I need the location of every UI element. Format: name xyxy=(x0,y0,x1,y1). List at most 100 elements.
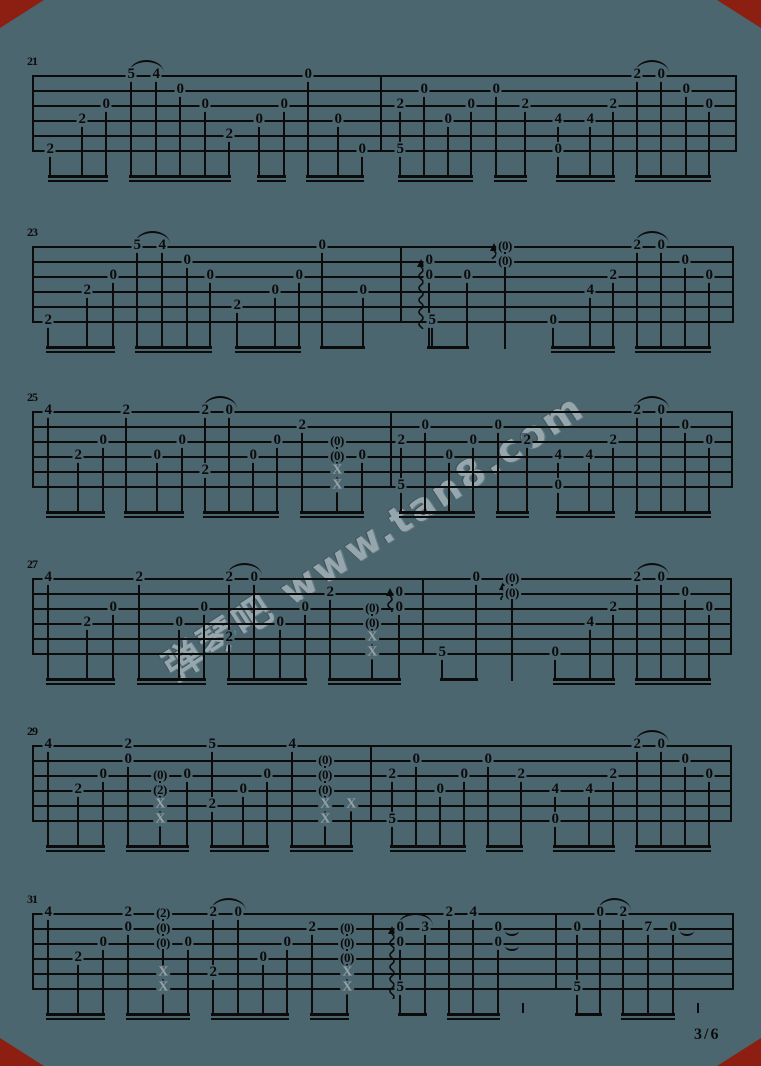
fret-number: 0 xyxy=(232,903,244,920)
wavy-line-icon xyxy=(418,267,424,329)
let-ring-curl xyxy=(680,926,694,936)
fret-number: 2 xyxy=(631,65,643,82)
beam xyxy=(203,511,279,514)
fret-number: (0) xyxy=(154,919,172,935)
note-stem xyxy=(286,949,288,1016)
barline xyxy=(370,745,372,822)
note-stem xyxy=(228,141,230,178)
tie-arc xyxy=(635,396,669,409)
note-stem xyxy=(399,934,401,1016)
note-stem xyxy=(130,81,132,178)
note-stem xyxy=(463,781,465,848)
fret-number: 0 xyxy=(467,431,479,448)
beam-secondary xyxy=(129,180,231,182)
tie-arc xyxy=(129,60,164,73)
beam-secondary xyxy=(398,180,473,182)
note-stem xyxy=(276,447,278,514)
note-stem xyxy=(204,111,206,178)
fret-number: 2 xyxy=(207,963,219,980)
note-stem xyxy=(77,964,79,1016)
fret-number: 0 xyxy=(410,750,422,767)
beam xyxy=(635,678,711,681)
note-stem xyxy=(252,462,254,514)
note-stem xyxy=(49,156,51,178)
note-stem xyxy=(102,781,104,848)
note-stem xyxy=(612,447,614,514)
fret-number: 2 xyxy=(72,446,84,463)
beam xyxy=(427,346,469,349)
beam xyxy=(46,845,105,848)
fret-number: (0) xyxy=(338,949,356,965)
fret-number: 0 xyxy=(423,266,435,283)
fret-number: 0 xyxy=(461,266,473,283)
fret-number: 0 xyxy=(492,933,504,950)
note-stem xyxy=(127,751,129,848)
fret-number: 0 xyxy=(394,933,406,950)
arrowhead-icon xyxy=(417,259,425,267)
beam xyxy=(496,511,529,514)
note-stem xyxy=(242,796,244,848)
measure-number: 25 xyxy=(27,390,38,404)
note-stem xyxy=(622,919,624,1016)
arrowhead-icon xyxy=(499,582,507,590)
corner-triangle-bottom-right xyxy=(717,1038,761,1066)
fret-number: 0 xyxy=(281,933,293,950)
fret-number: 5 xyxy=(125,65,137,82)
beam-secondary xyxy=(635,180,711,182)
beam-secondary xyxy=(553,850,615,852)
staff-line xyxy=(32,973,734,975)
fret-number: 5 xyxy=(206,735,218,752)
dead-note: X xyxy=(156,979,170,995)
note-stem xyxy=(660,751,662,848)
staff-line xyxy=(32,653,732,655)
note-stem xyxy=(47,417,49,514)
let-ring-curl xyxy=(505,941,519,951)
note-stem xyxy=(472,919,474,1016)
fret-number: 0 xyxy=(703,765,715,782)
fret-number: 5 xyxy=(571,978,583,995)
fret-number: (0) xyxy=(338,934,356,950)
fret-number: (0) xyxy=(338,919,356,935)
fret-number: 0 xyxy=(667,918,679,935)
fret-number: (0) xyxy=(328,447,346,463)
note-stem xyxy=(253,584,255,681)
note-stem xyxy=(441,659,443,681)
note-stem xyxy=(612,781,614,848)
note-stem xyxy=(684,599,686,681)
fret-number: 0 xyxy=(703,266,715,283)
tie-arc xyxy=(211,898,246,911)
note-stem xyxy=(86,297,88,349)
note-stem xyxy=(398,599,400,681)
beam-secondary xyxy=(310,1018,349,1020)
fret-number: (0) xyxy=(503,569,521,585)
note-stem xyxy=(660,584,662,681)
dead-note: X xyxy=(153,811,167,827)
note-stem xyxy=(447,126,449,178)
note-stem xyxy=(588,796,590,848)
fret-number: 0 xyxy=(393,598,405,615)
note-stem xyxy=(612,282,614,349)
note-stem xyxy=(337,126,339,178)
strum-up-arrow xyxy=(388,926,396,999)
barline xyxy=(380,75,382,152)
beam-secondary xyxy=(203,516,279,518)
fret-number: 0 xyxy=(182,933,194,950)
fret-number: 0 xyxy=(122,918,134,935)
fret-number: 2 xyxy=(443,903,455,920)
dead-note: X xyxy=(318,796,332,812)
beam xyxy=(137,678,206,681)
fret-number: 5 xyxy=(426,311,438,328)
barline xyxy=(730,578,732,655)
fret-number: 4 xyxy=(549,780,561,797)
staff-line xyxy=(32,441,733,443)
fret-number: 2 xyxy=(306,918,318,935)
beam xyxy=(227,678,307,681)
note-stem xyxy=(472,447,474,514)
dead-note: X xyxy=(340,979,354,995)
staff-line xyxy=(32,928,734,930)
fret-number: 0 xyxy=(655,568,667,585)
fret-number: 0 xyxy=(357,281,369,298)
note-stem xyxy=(612,111,614,178)
fret-number: 4 xyxy=(42,735,54,752)
note-stem xyxy=(350,811,352,848)
